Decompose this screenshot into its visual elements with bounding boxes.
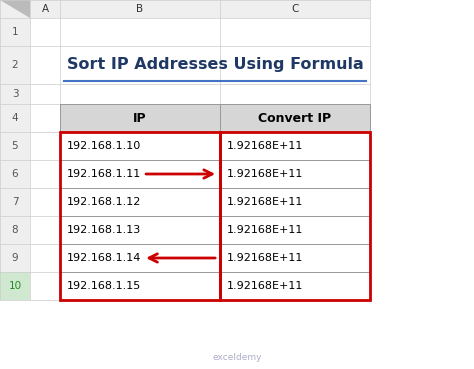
Text: 192.168.1.15: 192.168.1.15 — [67, 281, 141, 291]
Text: 192.168.1.13: 192.168.1.13 — [67, 225, 141, 235]
Text: Sort IP Addresses Using Formula: Sort IP Addresses Using Formula — [67, 58, 364, 72]
Text: 4: 4 — [12, 113, 18, 123]
Text: 9: 9 — [12, 253, 18, 263]
Text: 10: 10 — [9, 281, 21, 291]
Text: 3: 3 — [12, 89, 18, 99]
Text: 1.92168E+11: 1.92168E+11 — [227, 225, 303, 235]
Text: 1: 1 — [12, 27, 18, 37]
Bar — [30, 84, 60, 104]
Bar — [30, 272, 60, 300]
Bar — [0, 104, 30, 132]
Bar — [220, 104, 370, 132]
Bar — [0, 84, 30, 104]
Bar — [0, 18, 30, 46]
Text: 8: 8 — [12, 225, 18, 235]
Bar — [0, 216, 30, 244]
Bar — [0, 188, 30, 216]
Bar — [30, 104, 60, 132]
Text: 192.168.1.11: 192.168.1.11 — [67, 169, 141, 179]
Bar — [30, 244, 60, 272]
Bar — [0, 132, 30, 160]
Bar — [220, 132, 370, 300]
Text: exceldemy: exceldemy — [212, 352, 262, 362]
Text: 1.92168E+11: 1.92168E+11 — [227, 141, 303, 151]
Text: 7: 7 — [12, 197, 18, 207]
Text: 192.168.1.12: 192.168.1.12 — [67, 197, 141, 207]
Text: 2: 2 — [12, 60, 18, 70]
Text: 192.168.1.14: 192.168.1.14 — [67, 253, 141, 263]
Bar — [0, 272, 30, 300]
Text: A: A — [41, 4, 48, 14]
Text: 5: 5 — [12, 141, 18, 151]
Bar — [30, 188, 60, 216]
Bar — [0, 0, 370, 18]
Text: 1.92168E+11: 1.92168E+11 — [227, 281, 303, 291]
Text: 6: 6 — [12, 169, 18, 179]
Bar — [60, 104, 220, 132]
Text: 1.92168E+11: 1.92168E+11 — [227, 253, 303, 263]
Text: 1.92168E+11: 1.92168E+11 — [227, 197, 303, 207]
Bar — [30, 132, 60, 160]
Text: C: C — [292, 4, 299, 14]
Bar — [30, 46, 60, 84]
Bar — [0, 160, 30, 188]
Bar — [30, 216, 60, 244]
Bar — [0, 272, 30, 300]
Bar — [30, 18, 60, 46]
Bar — [0, 244, 30, 272]
Bar — [60, 132, 220, 300]
Polygon shape — [0, 0, 30, 18]
Bar — [0, 0, 370, 300]
Bar — [30, 160, 60, 188]
Text: 192.168.1.10: 192.168.1.10 — [67, 141, 141, 151]
Text: Convert IP: Convert IP — [258, 111, 331, 124]
Text: B: B — [137, 4, 144, 14]
Text: 1.92168E+11: 1.92168E+11 — [227, 169, 303, 179]
Bar — [0, 46, 30, 84]
Text: IP: IP — [133, 111, 147, 124]
